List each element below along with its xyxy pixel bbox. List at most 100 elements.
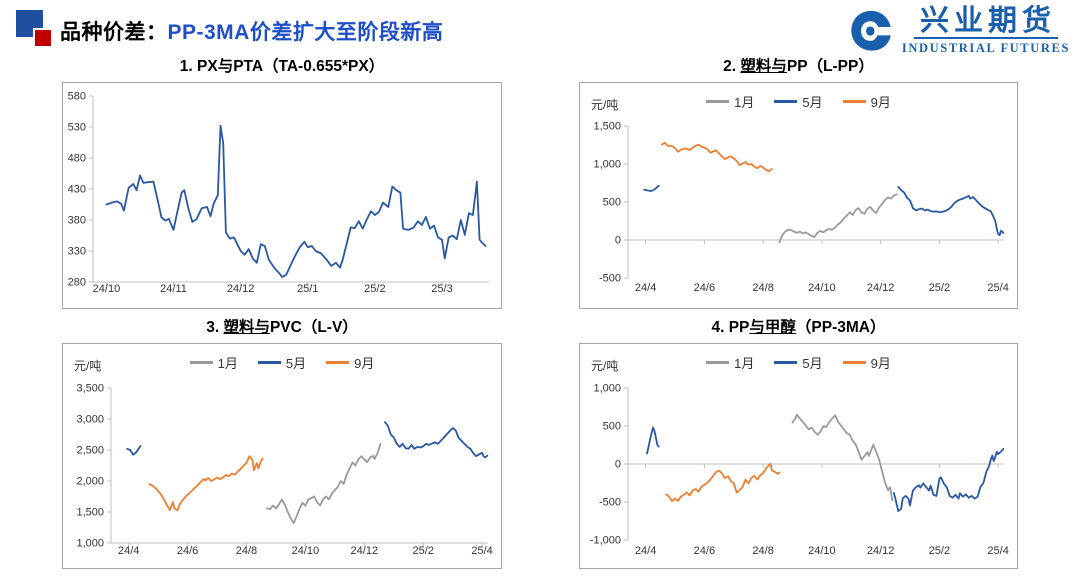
page-title-highlight: PP-3MA价差扩大至阶段新高 [167, 21, 444, 44]
y-tick-label: -1,000 [590, 535, 621, 547]
logo-text: 兴业期货 INDUSTRIAL FUTURES [902, 6, 1070, 56]
y-tick-label: 480 [68, 153, 86, 165]
y-tick-label: 0 [615, 235, 621, 247]
x-tick-label: 24/12 [867, 545, 895, 557]
x-tick-label: 25/4 [987, 545, 1008, 557]
chart-title-text: 4. PP [711, 319, 750, 336]
y-tick-label: 0 [615, 459, 621, 471]
x-tick-label: 24/12 [351, 545, 379, 557]
logo-name-en: INDUSTRIAL FUTURES [901, 41, 1070, 55]
x-tick-label: 25/4 [987, 282, 1008, 294]
chart-title-text: （PP-3MA） [795, 319, 886, 336]
series-line-9月 [660, 141, 773, 173]
y-axis-unit-label: 元/吨 [591, 98, 619, 112]
x-tick-label: 24/12 [227, 283, 255, 295]
chart-l-pp: 2. 塑料与PP（L-PP） 元/吨 1月 5月 9月 -500 0 500 1,000 1,5… [579, 54, 1018, 309]
series-line-5月 [643, 184, 660, 192]
x-tick-label: 24/6 [177, 545, 198, 557]
page-title: 品种价差：PP-3MA价差扩大至阶段新高 [60, 16, 443, 46]
series-line-5月 [383, 421, 489, 459]
y-tick-label: 500 [603, 421, 621, 433]
series-line-TA-0.655*PX [105, 124, 487, 278]
y-tick-label: 430 [68, 184, 86, 196]
logo-swirl-icon [851, 10, 891, 51]
page-title-prefix: 品种价差： [60, 21, 168, 44]
accent-square-red-icon [33, 28, 53, 48]
x-tick-label: 24/4 [635, 545, 656, 557]
chart-title-text: 与甲醇 [749, 319, 796, 336]
x-tick-label: 24/12 [867, 282, 895, 294]
chart-title-text: 3. [206, 319, 224, 336]
chart-pp-3ma: 4. PP与甲醇（PP-3MA） 元/吨 1月 5月 9月 -1,000 -500 0 500… [579, 315, 1018, 569]
y-axis-unit-label: 元/吨 [591, 359, 619, 373]
y-tick-label: 1,000 [593, 159, 621, 171]
x-tick-label: 24/8 [752, 545, 773, 557]
y-tick-label: 3,500 [76, 383, 104, 395]
chart-plot-box: 元/吨 1月 5月 9月 -1,000 -500 0 500 1,000 24/4 24/6 24/8… [579, 343, 1018, 569]
header-accent-icon [16, 10, 62, 52]
plot-area: 1,000 1,500 2,000 2,500 3,000 3,500 24/4 24/6 24… [76, 383, 492, 558]
series-line-5月 [892, 447, 1005, 513]
chart-title-text: 塑料与 [740, 58, 787, 75]
x-tick-label: 25/4 [471, 545, 492, 557]
chart-l-v: 3. 塑料与PVC（L-V） 元/吨 1月 5月 9月 1,000 1,500 2,000 2… [62, 315, 502, 569]
y-tick-label: 380 [68, 215, 86, 227]
series-line-5月 [897, 185, 1005, 237]
y-tick-label: 2,000 [76, 476, 104, 488]
series-line-1月 [778, 193, 898, 244]
y-tick-label: 3,000 [76, 414, 104, 426]
series-line-9月 [665, 462, 781, 503]
y-tick-label: 330 [68, 246, 86, 258]
chart-title-text: 塑料与 [223, 319, 270, 336]
y-tick-label: 580 [68, 91, 86, 103]
x-tick-label: 24/6 [694, 545, 715, 557]
chart-plot-box: 280 330 380 430 480 530 580 24/10 24/11 24/12 25/1… [62, 82, 502, 309]
y-tick-label: 500 [603, 197, 621, 209]
x-tick-label: 25/2 [412, 545, 433, 557]
chart-title-text: PVC（L-V） [269, 319, 358, 336]
x-tick-label: 25/3 [431, 283, 452, 295]
series-line-9月 [148, 455, 264, 512]
chart-title-text: PP（L-PP） [786, 58, 874, 75]
x-tick-label: 24/8 [752, 282, 773, 294]
series-line-5月 [126, 445, 142, 456]
series-line-5月 [646, 426, 660, 455]
chart-title: 3. 塑料与PVC（L-V） [62, 315, 502, 343]
chart-plot-box: 元/吨 1月 5月 9月 1,000 1,500 2,000 2,500 3,000 3,500 2… [62, 343, 502, 569]
chart-title: 2. 塑料与PP（L-PP） [579, 54, 1018, 82]
x-tick-label: 25/2 [364, 283, 385, 295]
x-tick-label: 25/2 [929, 282, 950, 294]
y-axis-unit-label: 元/吨 [74, 359, 102, 373]
y-tick-label: 1,000 [593, 383, 621, 395]
company-logo: 兴业期货 INDUSTRIAL FUTURES [848, 6, 1070, 56]
y-tick-label: 1,500 [593, 121, 621, 133]
plot-area: -500 0 500 1,000 1,500 24/4 24/6 24/8 24/10 24/12… [593, 121, 1008, 295]
x-tick-label: 24/10 [292, 545, 320, 557]
chart-title-text: 2. [723, 58, 741, 75]
x-tick-label: 24/10 [93, 283, 121, 295]
x-tick-label: 24/11 [160, 283, 187, 295]
y-tick-label: -500 [599, 497, 621, 509]
x-tick-label: 24/4 [635, 282, 656, 294]
plot-area: -1,000 -500 0 500 1,000 24/4 24/6 24/8 24/10 24/1… [590, 383, 1009, 558]
series-line-1月 [791, 413, 894, 502]
y-tick-label: 280 [68, 277, 86, 289]
plot-area: 280 330 380 430 480 530 580 24/10 24/11 24/12 25/1… [68, 91, 489, 295]
y-tick-label: 1,000 [76, 538, 104, 550]
series-line-1月 [266, 442, 382, 525]
chart-title: 4. PP与甲醇（PP-3MA） [579, 315, 1018, 343]
x-tick-label: 24/4 [118, 545, 139, 557]
chart-px-pta: 1. PX与PTA（TA-0.655*PX） 280 330 380 430 480 53… [62, 54, 502, 309]
x-tick-label: 25/2 [929, 545, 950, 557]
x-tick-label: 24/10 [808, 545, 836, 557]
y-tick-label: 1,500 [76, 507, 104, 519]
x-tick-label: 24/10 [808, 282, 836, 294]
chart-plot-box: 元/吨 1月 5月 9月 -500 0 500 1,000 1,500 24/4 24/6 24/8 2… [579, 82, 1018, 309]
y-tick-label: 2,500 [76, 445, 104, 457]
logo-name-cn: 兴业期货 [913, 6, 1058, 39]
chart-title-text: 1. PX与PTA（TA-0.655*PX） [179, 58, 385, 75]
x-tick-label: 25/1 [297, 283, 318, 295]
y-tick-label: -500 [599, 273, 621, 285]
x-tick-label: 24/8 [236, 545, 257, 557]
x-tick-label: 24/6 [694, 282, 715, 294]
